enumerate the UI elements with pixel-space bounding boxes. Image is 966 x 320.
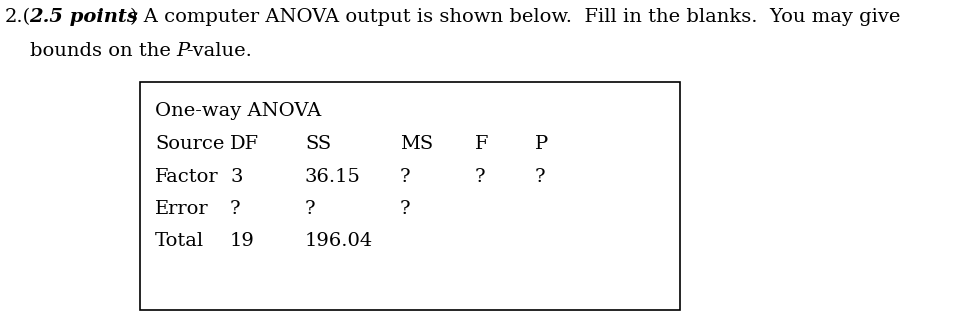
- Text: -value.: -value.: [186, 42, 252, 60]
- Text: SS: SS: [305, 135, 331, 153]
- Text: ?: ?: [400, 168, 411, 186]
- Text: 2.5 points: 2.5 points: [29, 8, 138, 26]
- Text: P: P: [535, 135, 549, 153]
- Text: ?: ?: [305, 200, 316, 218]
- Text: One-way ANOVA: One-way ANOVA: [155, 102, 322, 120]
- Text: ?: ?: [230, 200, 241, 218]
- Text: 2.(: 2.(: [5, 8, 31, 26]
- Bar: [140, 82, 680, 310]
- Text: 36.15: 36.15: [305, 168, 361, 186]
- Text: ?: ?: [535, 168, 546, 186]
- Text: F: F: [475, 135, 489, 153]
- Text: MS: MS: [400, 135, 433, 153]
- Text: Total: Total: [155, 232, 204, 250]
- Text: ?: ?: [400, 200, 411, 218]
- Text: DF: DF: [230, 135, 259, 153]
- Text: P: P: [176, 42, 189, 60]
- Text: 3: 3: [230, 168, 242, 186]
- Text: 19: 19: [230, 232, 255, 250]
- Text: Source: Source: [155, 135, 224, 153]
- Text: Error: Error: [155, 200, 209, 218]
- Text: Factor: Factor: [155, 168, 218, 186]
- Text: bounds on the: bounds on the: [30, 42, 177, 60]
- Text: ) A computer ANOVA output is shown below.  Fill in the blanks.  You may give: ) A computer ANOVA output is shown below…: [130, 8, 900, 26]
- Text: 196.04: 196.04: [305, 232, 373, 250]
- Text: ?: ?: [475, 168, 486, 186]
